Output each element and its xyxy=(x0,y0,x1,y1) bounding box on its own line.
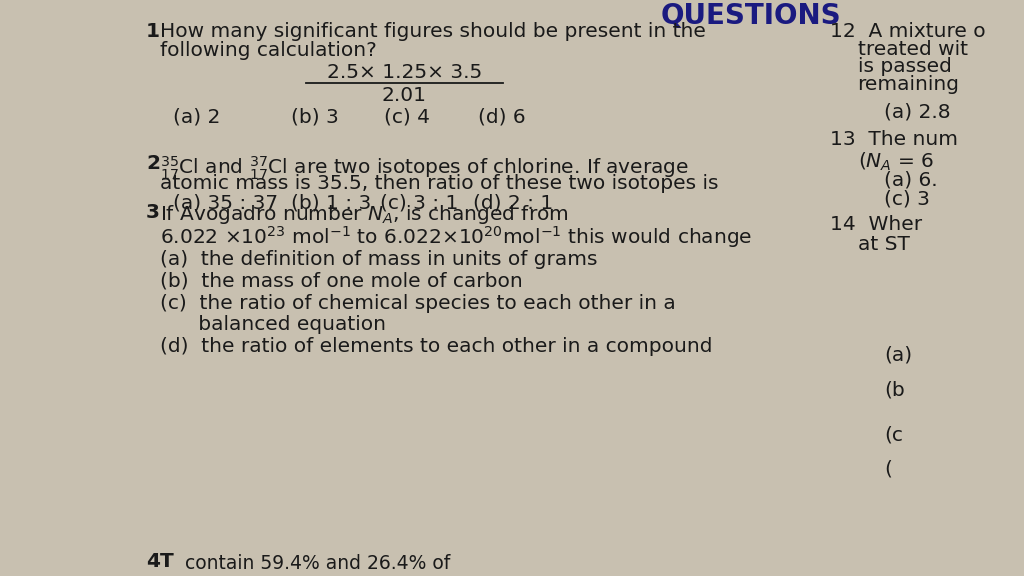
Text: 14  Wher: 14 Wher xyxy=(830,215,923,234)
Text: (c: (c xyxy=(885,425,903,444)
Text: contain 59.4% and 26.4% of: contain 59.4% and 26.4% of xyxy=(185,554,451,573)
Text: (a): (a) xyxy=(885,346,912,365)
Text: If Avogadro number $N_A$, is changed from: If Avogadro number $N_A$, is changed fro… xyxy=(160,203,568,226)
Text: remaining: remaining xyxy=(858,75,959,94)
Text: 4: 4 xyxy=(145,552,160,571)
Text: (d) 6: (d) 6 xyxy=(478,108,525,127)
Text: (a) 2: (a) 2 xyxy=(172,108,220,127)
Text: (c) 3 : 1: (c) 3 : 1 xyxy=(380,194,458,213)
Text: 12  A mixture o: 12 A mixture o xyxy=(830,22,986,41)
Text: at ST: at ST xyxy=(858,235,909,254)
Text: (d) 2 : 1: (d) 2 : 1 xyxy=(473,194,553,213)
Text: 13  The num: 13 The num xyxy=(830,131,958,149)
Text: (c) 3: (c) 3 xyxy=(885,190,930,209)
Text: 2.01: 2.01 xyxy=(382,86,427,105)
Text: (a) 2.8: (a) 2.8 xyxy=(885,103,951,122)
Text: (c)  the ratio of chemical species to each other in a: (c) the ratio of chemical species to eac… xyxy=(160,294,676,313)
Text: 6.022 $\times$10$^{23}$ mol$^{-1}$ to 6.022$\times$10$^{20}$mol$^{-1}$ this woul: 6.022 $\times$10$^{23}$ mol$^{-1}$ to 6.… xyxy=(160,225,752,250)
Text: (c) 4: (c) 4 xyxy=(384,108,430,127)
Text: (b)  the mass of one mole of carbon: (b) the mass of one mole of carbon xyxy=(160,272,522,291)
Text: (: ( xyxy=(885,460,892,479)
Text: (d)  the ratio of elements to each other in a compound: (d) the ratio of elements to each other … xyxy=(160,337,713,356)
Text: (a) 6.: (a) 6. xyxy=(885,170,938,189)
Text: $^{35}_{17}$Cl and $^{37}_{17}$Cl are two isotopes of chlorine. If average: $^{35}_{17}$Cl and $^{37}_{17}$Cl are tw… xyxy=(160,154,688,181)
Text: QUESTIONS: QUESTIONS xyxy=(660,2,841,30)
Text: treated wit: treated wit xyxy=(858,40,968,59)
Text: (b: (b xyxy=(885,381,905,400)
Text: ($N_A$ = 6: ($N_A$ = 6 xyxy=(858,150,934,173)
Text: (a)  the definition of mass in units of grams: (a) the definition of mass in units of g… xyxy=(160,250,597,269)
Text: (b) 1 : 3: (b) 1 : 3 xyxy=(291,194,371,213)
Text: balanced equation: balanced equation xyxy=(160,315,386,334)
Text: following calculation?: following calculation? xyxy=(160,40,377,59)
Text: 1: 1 xyxy=(145,22,160,41)
Text: 3: 3 xyxy=(145,203,160,222)
Text: (a) 35 : 37: (a) 35 : 37 xyxy=(172,194,278,213)
Text: atomic mass is 35.5, then ratio of these two isotopes is: atomic mass is 35.5, then ratio of these… xyxy=(160,174,718,193)
Text: How many significant figures should be present in the: How many significant figures should be p… xyxy=(160,22,706,41)
Text: (b) 3: (b) 3 xyxy=(291,108,339,127)
Text: 2.5× 1.25× 3.5: 2.5× 1.25× 3.5 xyxy=(327,63,481,82)
Text: 2: 2 xyxy=(145,154,160,173)
Text: is passed: is passed xyxy=(858,58,951,77)
Text: T: T xyxy=(160,552,173,571)
